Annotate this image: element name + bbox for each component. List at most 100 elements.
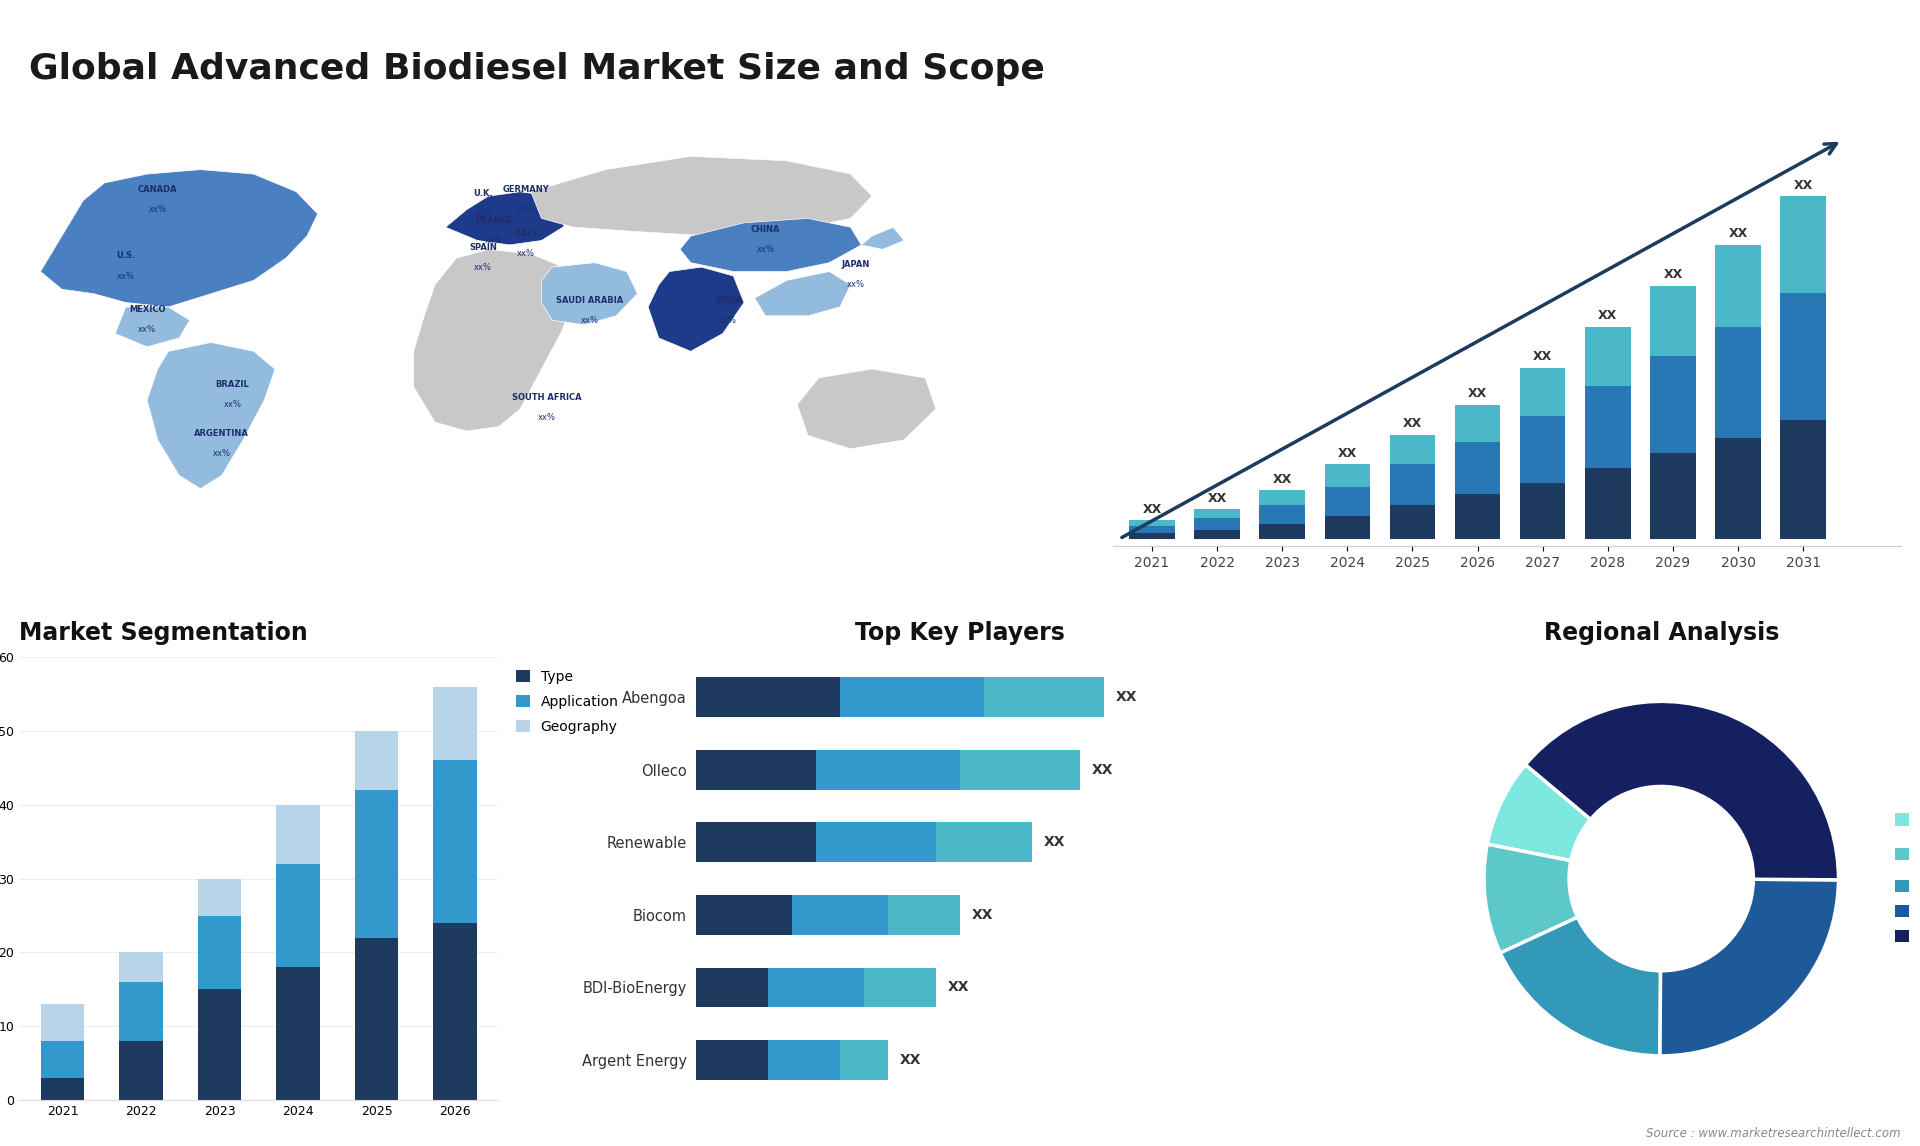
Bar bbox=[697, 823, 816, 862]
Wedge shape bbox=[1661, 879, 1839, 1055]
Bar bbox=[1129, 526, 1175, 533]
Text: XX: XX bbox=[900, 1053, 922, 1067]
Text: xx%: xx% bbox=[847, 281, 864, 290]
Polygon shape bbox=[530, 156, 872, 236]
Bar bbox=[1325, 464, 1371, 487]
Bar bbox=[1586, 327, 1630, 386]
Bar bbox=[1649, 356, 1695, 453]
Bar bbox=[697, 967, 768, 1007]
Bar bbox=[1649, 285, 1695, 356]
Bar bbox=[276, 967, 319, 1100]
Bar bbox=[1390, 505, 1436, 539]
Bar bbox=[1260, 524, 1306, 539]
Title: Regional Analysis: Regional Analysis bbox=[1544, 621, 1780, 645]
Polygon shape bbox=[445, 191, 574, 245]
Bar bbox=[1194, 518, 1240, 529]
Text: xx%: xx% bbox=[484, 236, 503, 245]
Polygon shape bbox=[862, 227, 904, 250]
Text: XX: XX bbox=[1044, 835, 1066, 849]
Text: XX: XX bbox=[1404, 417, 1423, 430]
Text: xx%: xx% bbox=[474, 262, 492, 272]
Text: xx%: xx% bbox=[538, 414, 555, 423]
Text: Source : www.marketresearchintellect.com: Source : www.marketresearchintellect.com bbox=[1645, 1128, 1901, 1140]
Bar bbox=[276, 804, 319, 864]
Bar bbox=[1780, 196, 1826, 293]
Title: Top Key Players: Top Key Players bbox=[854, 621, 1066, 645]
Text: XX: XX bbox=[1469, 387, 1488, 400]
Bar bbox=[198, 989, 242, 1100]
Text: XX: XX bbox=[1532, 350, 1551, 363]
Polygon shape bbox=[541, 262, 637, 324]
Bar bbox=[1194, 509, 1240, 518]
Bar bbox=[119, 1041, 163, 1100]
Bar bbox=[1194, 529, 1240, 539]
Bar bbox=[816, 749, 960, 790]
Text: ITALY: ITALY bbox=[513, 229, 538, 238]
Bar bbox=[355, 731, 397, 790]
Polygon shape bbox=[148, 343, 275, 488]
Bar bbox=[841, 677, 983, 717]
Text: xx%: xx% bbox=[117, 272, 134, 281]
Text: XX: XX bbox=[1208, 492, 1227, 504]
Text: JAPAN: JAPAN bbox=[841, 260, 870, 269]
Bar bbox=[768, 967, 864, 1007]
Bar bbox=[1521, 368, 1565, 416]
Legend: Type, Application, Geography: Type, Application, Geography bbox=[511, 664, 624, 739]
Text: Market Segmentation: Market Segmentation bbox=[19, 621, 307, 645]
Text: XX: XX bbox=[1092, 763, 1114, 777]
Text: xx%: xx% bbox=[516, 250, 534, 258]
Legend: Latin America, Middle East &
Africa, Asia Pacific, Europe, North America: Latin America, Middle East & Africa, Asi… bbox=[1889, 808, 1920, 950]
Bar bbox=[1649, 453, 1695, 539]
Text: U.S.: U.S. bbox=[117, 251, 136, 260]
Bar bbox=[793, 895, 889, 935]
Polygon shape bbox=[40, 170, 317, 307]
Text: XX: XX bbox=[1273, 473, 1292, 486]
Polygon shape bbox=[755, 272, 851, 316]
Text: U.K.: U.K. bbox=[472, 189, 493, 198]
Polygon shape bbox=[413, 250, 574, 431]
Bar bbox=[1586, 468, 1630, 539]
Text: BRAZIL: BRAZIL bbox=[215, 380, 250, 388]
Bar bbox=[1586, 386, 1630, 468]
Bar bbox=[1129, 533, 1175, 539]
Bar bbox=[1260, 490, 1306, 505]
Text: XX: XX bbox=[1663, 268, 1682, 281]
Bar bbox=[1390, 464, 1436, 505]
Bar bbox=[434, 761, 476, 923]
Bar bbox=[864, 967, 937, 1007]
Text: XX: XX bbox=[1116, 690, 1137, 704]
Bar bbox=[697, 895, 793, 935]
Bar bbox=[434, 686, 476, 761]
Bar bbox=[198, 916, 242, 989]
Bar bbox=[1325, 517, 1371, 539]
Wedge shape bbox=[1488, 764, 1590, 861]
Text: xx%: xx% bbox=[756, 245, 774, 254]
Bar bbox=[1521, 416, 1565, 482]
Text: XX: XX bbox=[1597, 309, 1617, 322]
Bar bbox=[841, 1041, 889, 1080]
Text: XX: XX bbox=[1142, 503, 1162, 516]
Bar bbox=[119, 982, 163, 1041]
Text: xx%: xx% bbox=[516, 205, 534, 214]
Bar bbox=[198, 879, 242, 916]
Bar bbox=[1521, 482, 1565, 539]
Text: FRANCE: FRANCE bbox=[474, 215, 513, 225]
Text: xx%: xx% bbox=[580, 316, 599, 324]
Bar bbox=[1325, 487, 1371, 517]
Text: XX: XX bbox=[1728, 227, 1747, 241]
Bar bbox=[1390, 434, 1436, 464]
Text: XX: XX bbox=[972, 908, 993, 921]
Bar bbox=[697, 677, 841, 717]
Text: XX: XX bbox=[1338, 447, 1357, 460]
Bar bbox=[983, 677, 1104, 717]
Polygon shape bbox=[649, 267, 745, 352]
Bar bbox=[1455, 405, 1500, 442]
Bar bbox=[1260, 505, 1306, 524]
Text: INDIA: INDIA bbox=[714, 296, 741, 305]
Text: SPAIN: SPAIN bbox=[468, 243, 497, 252]
Bar bbox=[40, 1078, 84, 1100]
Text: ARGENTINA: ARGENTINA bbox=[194, 429, 250, 438]
Bar bbox=[889, 895, 960, 935]
Bar bbox=[960, 749, 1079, 790]
Text: xx%: xx% bbox=[213, 449, 230, 457]
